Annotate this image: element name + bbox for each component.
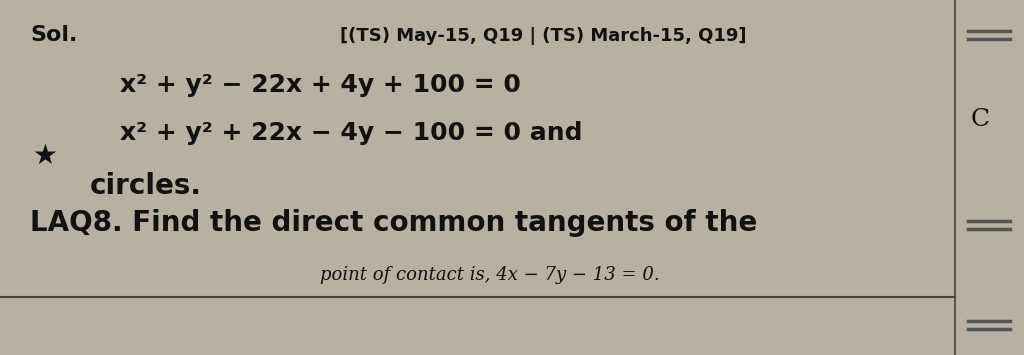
Text: circles.: circles. bbox=[90, 172, 202, 200]
Text: [(TS) May-15, Q19 | (TS) March-15, Q19]: [(TS) May-15, Q19 | (TS) March-15, Q19] bbox=[340, 27, 746, 45]
Text: point of contact is, 4x − 7y − 13 = 0.: point of contact is, 4x − 7y − 13 = 0. bbox=[321, 266, 659, 284]
Text: LAQ8. Find the direct common tangents of the: LAQ8. Find the direct common tangents of… bbox=[30, 209, 758, 237]
Text: Sol.: Sol. bbox=[30, 25, 78, 45]
Text: x² + y² − 22x + 4y + 100 = 0: x² + y² − 22x + 4y + 100 = 0 bbox=[120, 73, 521, 97]
Text: ★: ★ bbox=[32, 142, 57, 170]
Text: x² + y² + 22x − 4y − 100 = 0 and: x² + y² + 22x − 4y − 100 = 0 and bbox=[120, 121, 583, 145]
Text: C: C bbox=[971, 109, 989, 131]
